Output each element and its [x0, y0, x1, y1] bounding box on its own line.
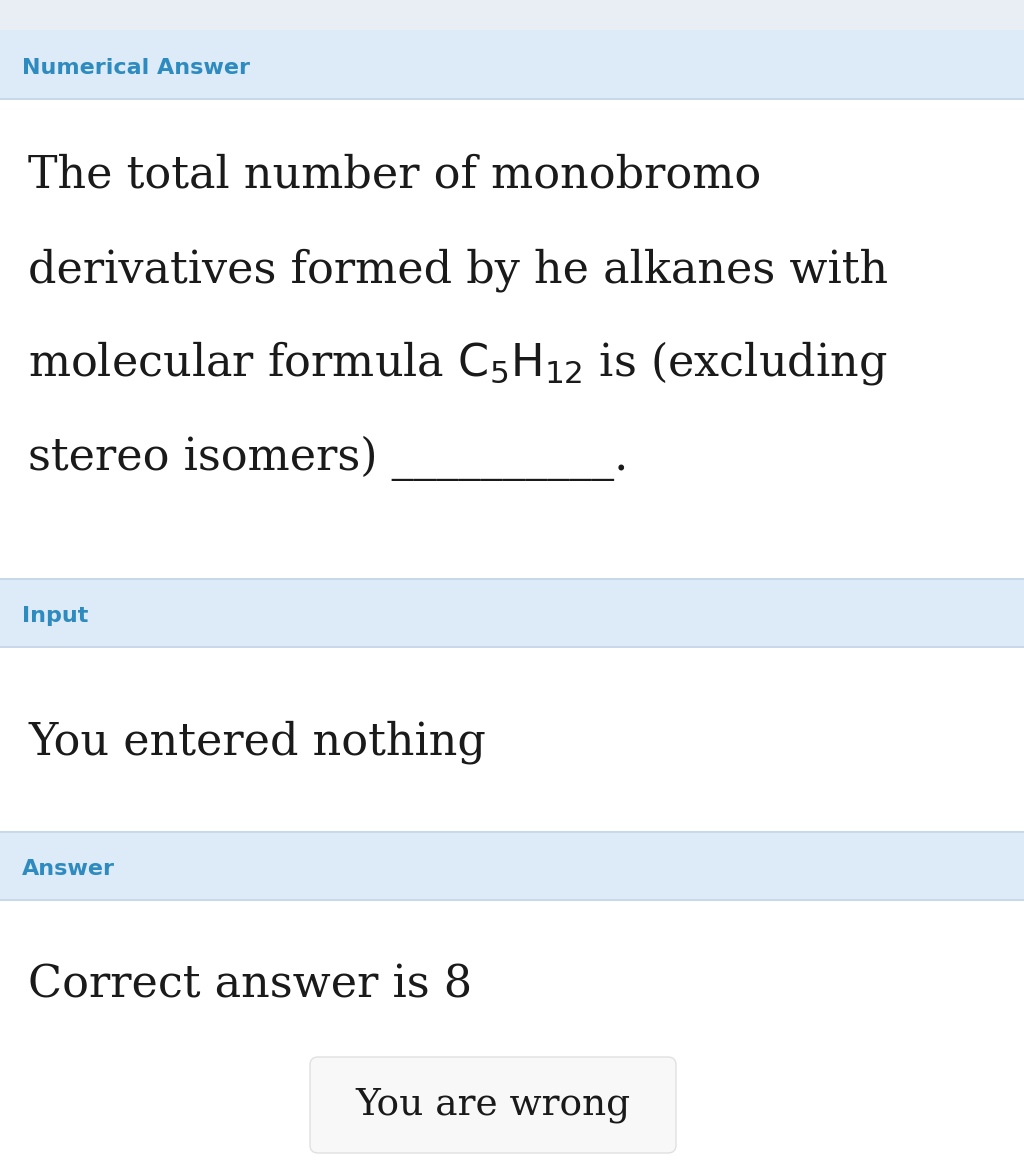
Bar [0, 0, 1024, 30]
Bar [0, 648, 1024, 833]
Text: You are wrong: You are wrong [355, 1087, 631, 1123]
Bar [0, 901, 1024, 1163]
Text: Correct answer is 8: Correct answer is 8 [28, 963, 472, 1007]
Text: molecular formula $\mathrm{C_5H_{12}}$ is (excluding: molecular formula $\mathrm{C_5H_{12}}$ i… [28, 338, 888, 387]
Text: stereo isomers) __________.: stereo isomers) __________. [28, 435, 629, 480]
Bar [0, 832, 1024, 833]
Bar [0, 899, 1024, 901]
Bar [0, 645, 1024, 648]
Text: Answer: Answer [22, 859, 115, 879]
Bar [0, 580, 1024, 648]
Bar [0, 100, 1024, 580]
Text: You entered nothing: You entered nothing [28, 720, 485, 764]
Text: derivatives formed by he alkanes with: derivatives formed by he alkanes with [28, 248, 888, 292]
Bar [0, 578, 1024, 580]
Text: The total number of monobromo: The total number of monobromo [28, 154, 761, 197]
Bar [0, 98, 1024, 100]
Text: Input: Input [22, 606, 88, 626]
Text: Numerical Answer: Numerical Answer [22, 58, 250, 78]
Bar [0, 833, 1024, 901]
FancyBboxPatch shape [310, 1057, 676, 1153]
Bar [0, 30, 1024, 100]
